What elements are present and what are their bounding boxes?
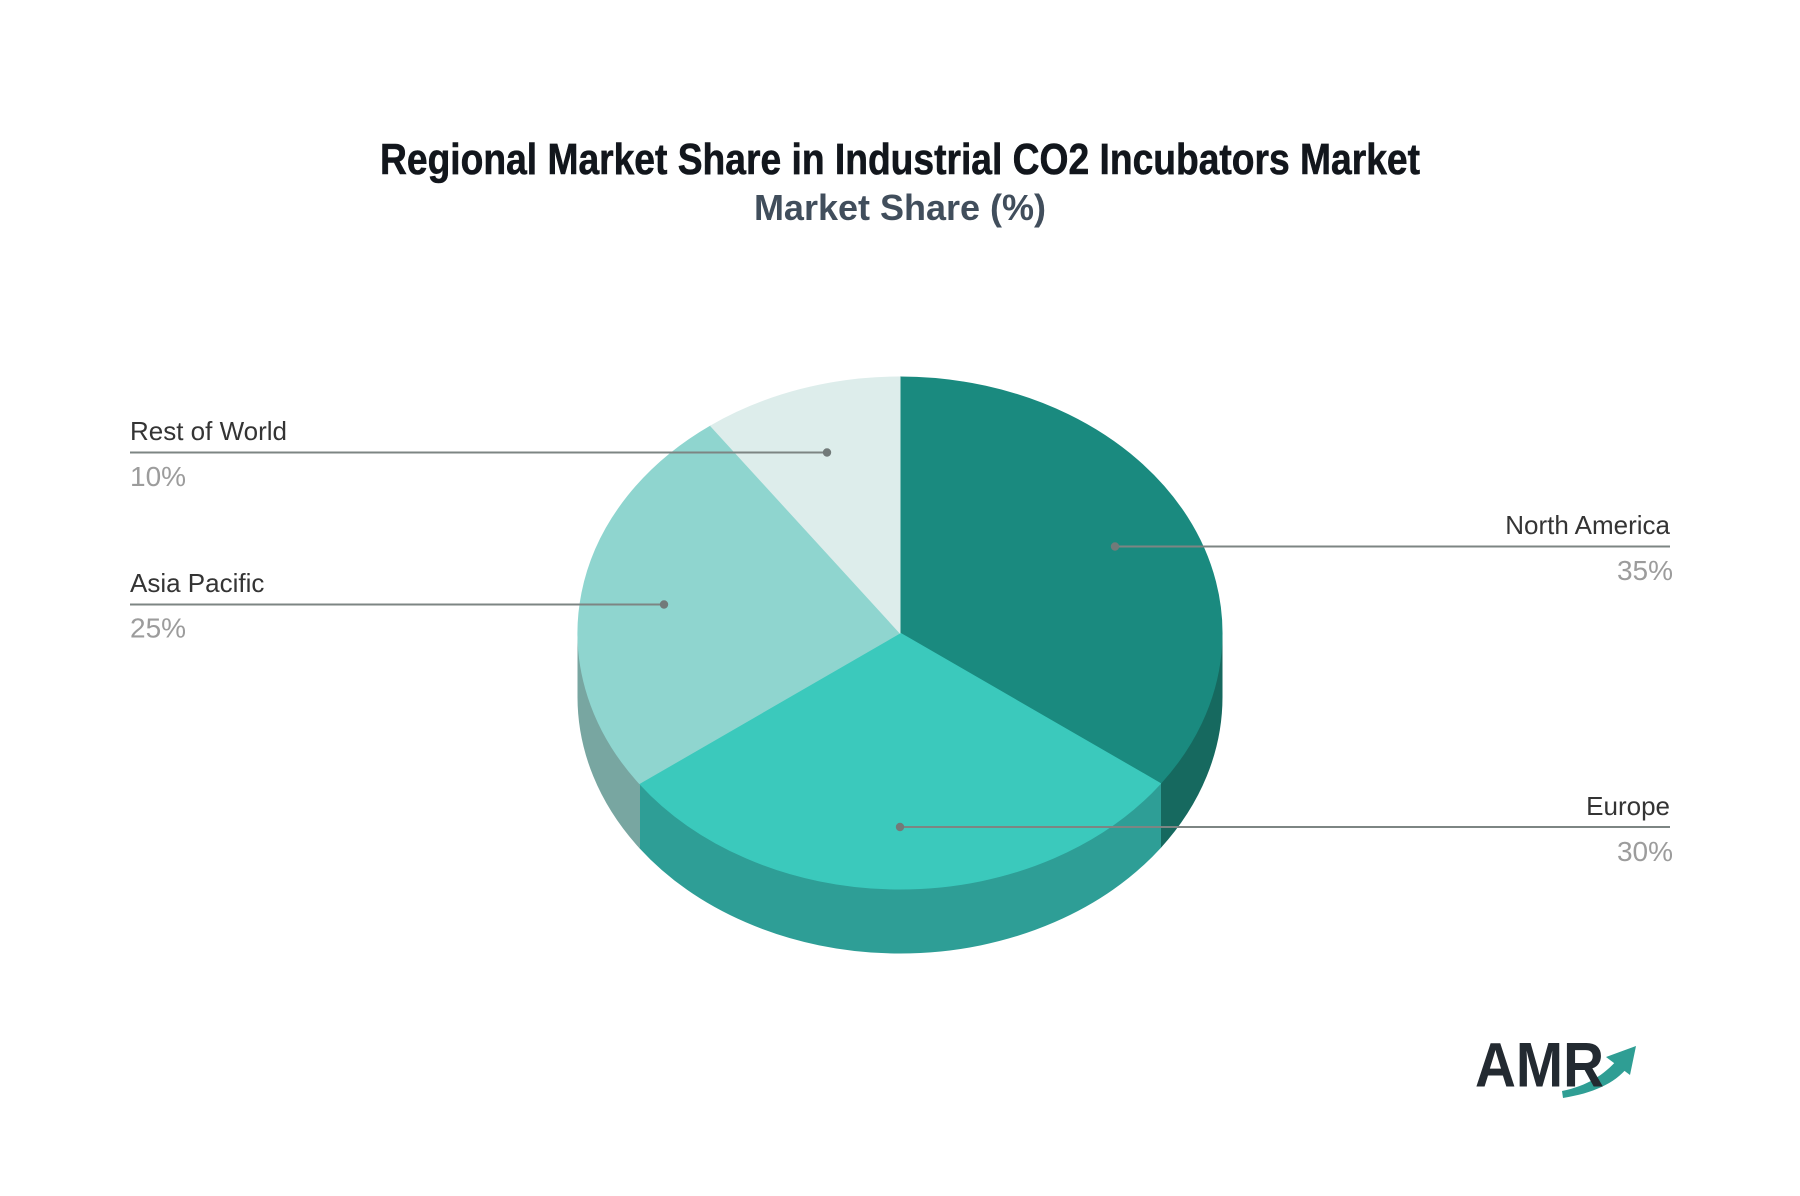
svg-text:35%: 35% [1617, 555, 1673, 586]
svg-text:Asia Pacific: Asia Pacific [130, 568, 264, 598]
svg-text:30%: 30% [1617, 836, 1673, 867]
svg-text:10%: 10% [130, 461, 186, 492]
svg-text:AMR: AMR [1475, 1031, 1604, 1101]
svg-text:Rest of World: Rest of World [130, 416, 287, 446]
svg-text:Regional Market Share in Indus: Regional Market Share in Industrial CO2 … [380, 135, 1420, 184]
svg-text:North America: North America [1505, 510, 1670, 540]
svg-text:25%: 25% [130, 613, 186, 644]
svg-text:Market Share (%): Market Share (%) [754, 187, 1046, 228]
svg-text:Europe: Europe [1586, 791, 1670, 821]
